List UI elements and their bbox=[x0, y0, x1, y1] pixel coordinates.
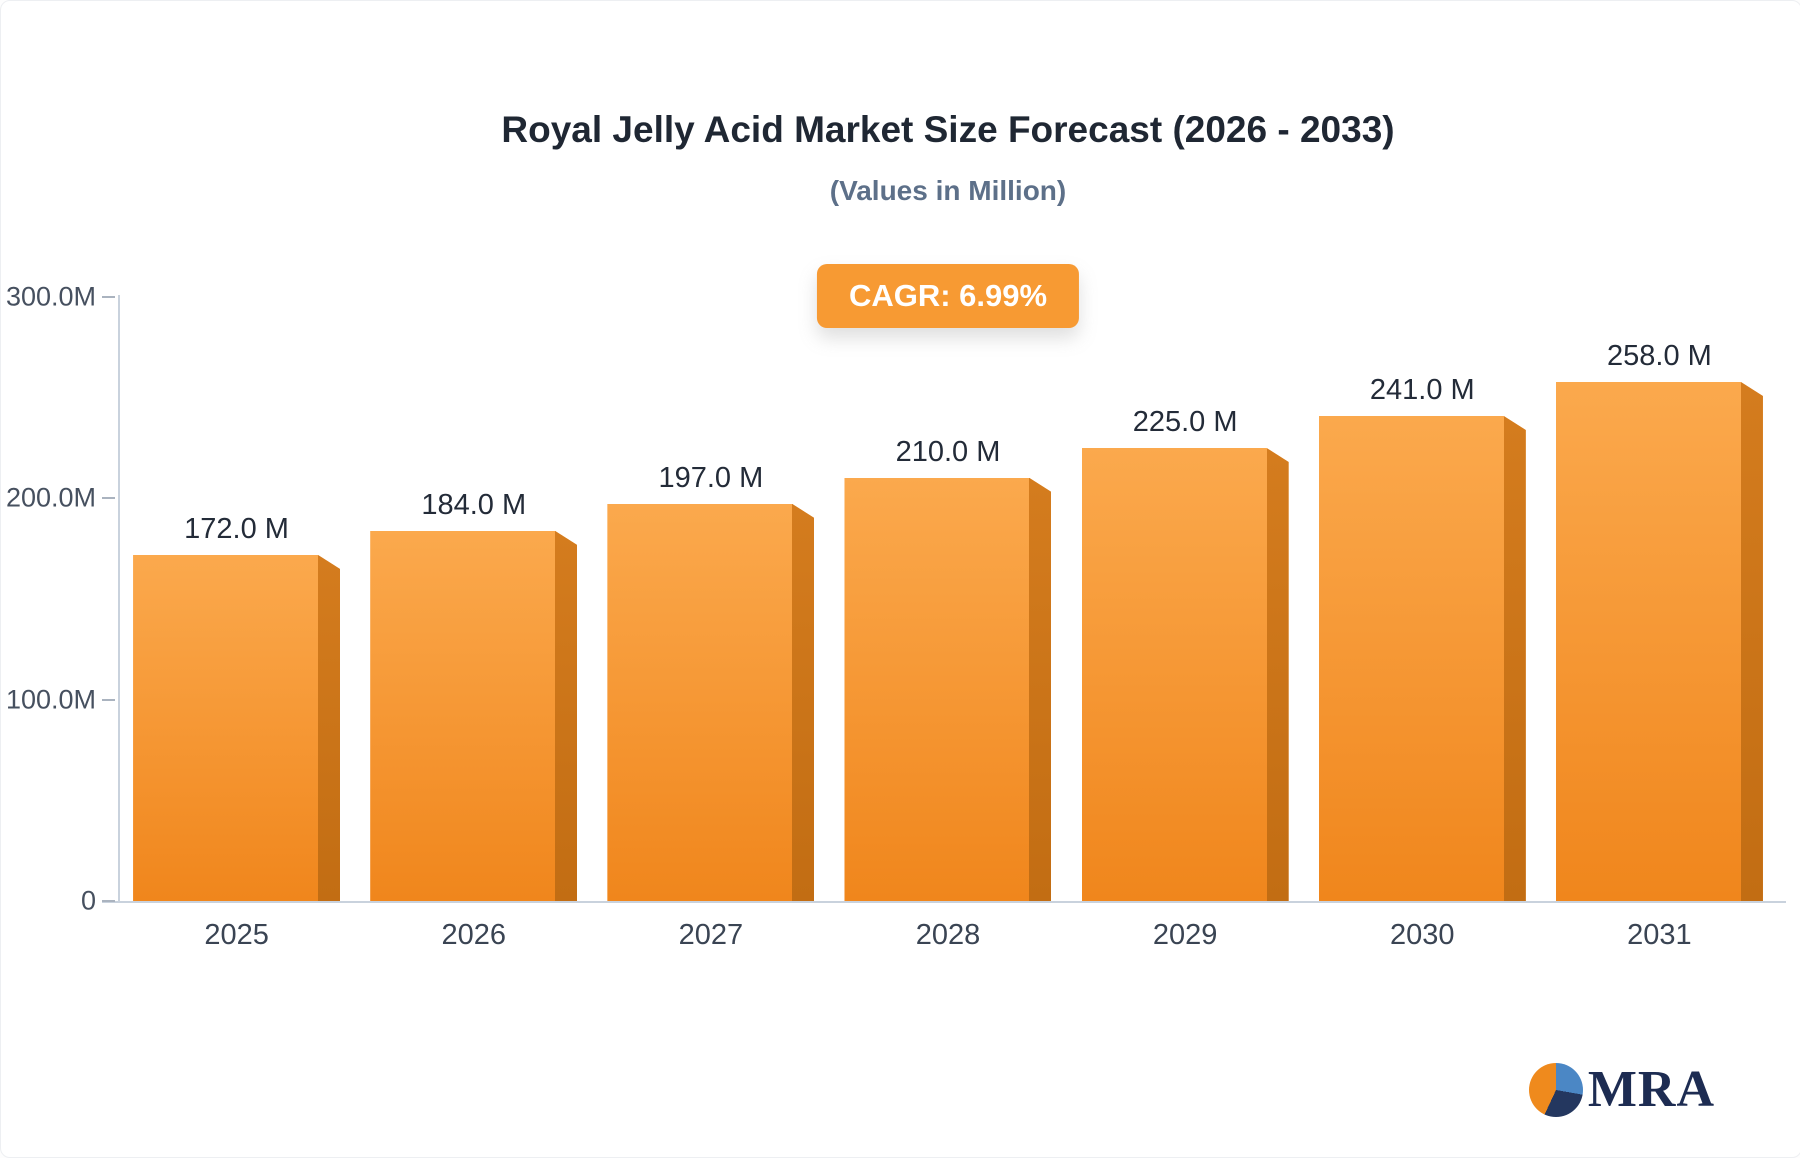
x-axis-label: 2025 bbox=[204, 919, 269, 951]
bar-value-label: 197.0 M bbox=[658, 462, 764, 494]
bar-group: 210.0 M bbox=[829, 297, 1066, 901]
bar bbox=[133, 555, 340, 901]
bar-side-shade bbox=[1267, 448, 1289, 901]
bar bbox=[607, 504, 814, 901]
x-axis-labels: 2025 2026 2027 2028 2029 2030 2031 bbox=[118, 919, 1778, 952]
bar-value-label: 210.0 M bbox=[895, 436, 1001, 468]
bar-front-face bbox=[1319, 416, 1526, 901]
bar-front-face bbox=[370, 531, 577, 901]
bar-side-shade bbox=[555, 531, 577, 901]
bar-group: 184.0 M bbox=[355, 297, 592, 901]
bar bbox=[844, 478, 1051, 901]
bar-side-shade bbox=[1504, 416, 1526, 901]
bar-front-face bbox=[1082, 448, 1289, 901]
bar-front-face bbox=[1556, 382, 1763, 901]
x-axis-label: 2028 bbox=[915, 919, 981, 951]
bar-value-label: 184.0 M bbox=[421, 489, 527, 521]
bar-side-shade bbox=[1741, 382, 1763, 901]
bar-group: 258.0 M bbox=[1541, 297, 1778, 901]
y-tick-label: 0 bbox=[80, 885, 96, 916]
pie-logo-icon bbox=[1528, 1063, 1583, 1117]
x-axis-label: 2030 bbox=[1390, 919, 1455, 951]
bar bbox=[370, 531, 577, 901]
y-axis-line bbox=[118, 295, 120, 901]
bar-value-label: 241.0 M bbox=[1369, 374, 1475, 406]
bar-value-label: 258.0 M bbox=[1607, 340, 1712, 372]
y-tick-mark bbox=[102, 698, 115, 701]
bar-side-shade bbox=[792, 504, 814, 901]
bar-group: 225.0 M bbox=[1067, 297, 1304, 901]
bar-side-shade bbox=[1029, 478, 1051, 901]
bar bbox=[1556, 382, 1763, 901]
bar-front-face bbox=[607, 504, 814, 901]
cagr-badge: CAGR: 6.99% bbox=[816, 264, 1080, 328]
y-tick-mark bbox=[102, 497, 115, 500]
x-axis-label: 2029 bbox=[1152, 919, 1218, 951]
bar-value-label: 225.0 M bbox=[1132, 406, 1238, 438]
bar-value-label: 172.0 M bbox=[184, 513, 289, 545]
bar-front-face bbox=[844, 478, 1051, 901]
y-tick-mark bbox=[102, 900, 115, 902]
y-tick-label: 300.0M bbox=[5, 281, 96, 312]
x-axis-label: 2027 bbox=[678, 919, 744, 951]
bar-side-shade bbox=[318, 555, 340, 901]
y-tick-label: 200.0M bbox=[5, 482, 96, 513]
x-axis-line bbox=[102, 901, 1786, 903]
brand-logo: MRA bbox=[1528, 1061, 1715, 1118]
bar-front-face bbox=[133, 555, 340, 901]
plot-area: 172.0 M 184.0 M 197.0 M 210.0 M 225.0 M 241.0… bbox=[6, 282, 1786, 916]
chart-subtitle: (Values in Million) bbox=[829, 175, 1067, 206]
x-axis-label: 2031 bbox=[1627, 919, 1692, 951]
y-tick-mark bbox=[102, 296, 115, 298]
chart-title: Royal Jelly Acid Market Size Forecast (2… bbox=[501, 109, 1395, 150]
bar bbox=[1319, 416, 1526, 901]
bars-row: 172.0 M 184.0 M 197.0 M 210.0 M 225.0 M 241.0… bbox=[118, 297, 1778, 901]
x-axis-label: 2026 bbox=[441, 919, 506, 951]
y-tick-label: 100.0M bbox=[5, 684, 96, 715]
brand-logo-text: MRA bbox=[1587, 1061, 1715, 1118]
bar-group: 172.0 M bbox=[118, 297, 355, 901]
bar-group: 241.0 M bbox=[1304, 297, 1541, 901]
bar bbox=[1082, 448, 1289, 901]
bar-group: 197.0 M bbox=[592, 297, 829, 901]
